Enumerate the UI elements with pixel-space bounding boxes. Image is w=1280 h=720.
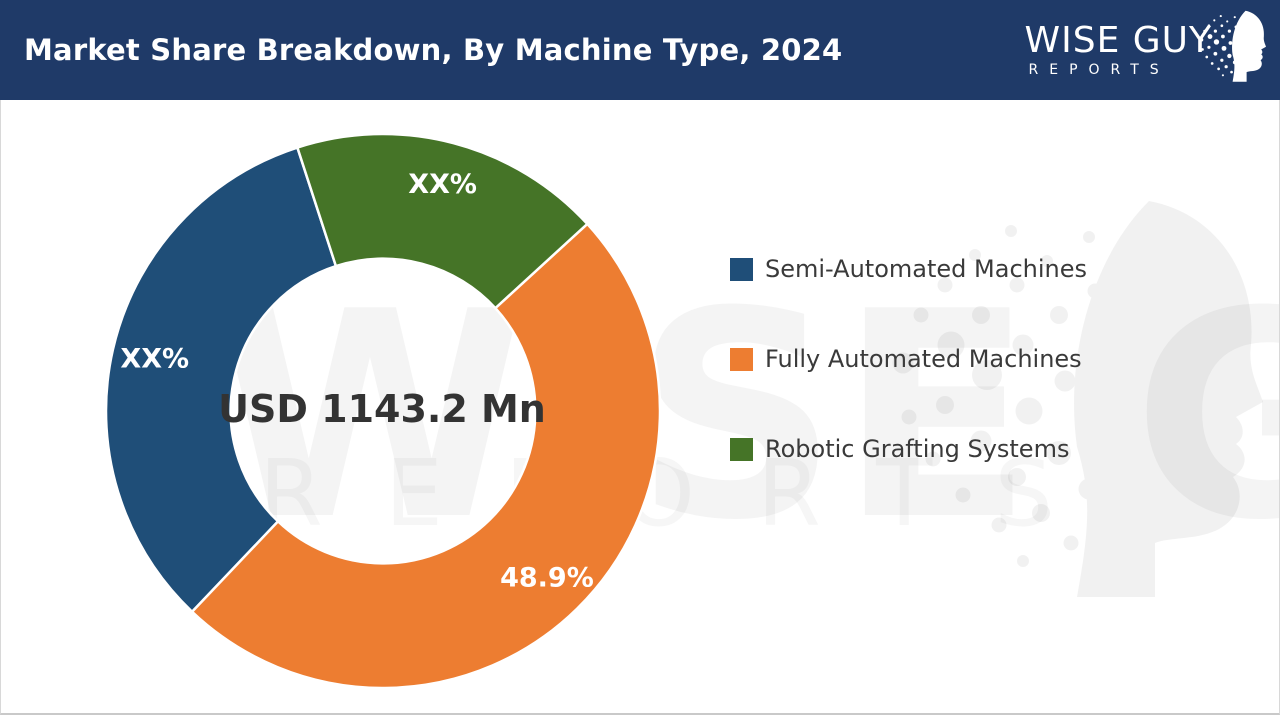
wiseguy-face-icon: [1196, 9, 1266, 91]
slice-percentage-label: 48.9%: [500, 563, 594, 594]
slice-percentage-label: XX%: [408, 169, 477, 200]
legend-swatch-icon: [730, 257, 753, 281]
wiseguy-logo: WISE GUY REPORTS: [1025, 9, 1267, 91]
donut-chart-svg: XX% 48.9% XX%: [104, 132, 662, 690]
legend: Semi-Automated Machines Fully Automated …: [730, 256, 1087, 526]
chart-area: WISE GUY REPORTS XX%48.9%XX% USD 1143.2 …: [0, 100, 1280, 715]
legend-swatch-icon: [730, 347, 753, 371]
legend-label: Robotic Grafting Systems: [765, 435, 1070, 463]
page-title: Market Share Breakdown, By Machine Type,…: [24, 33, 843, 67]
legend-label: Fully Automated Machines: [765, 345, 1082, 373]
donut-segment: [296, 132, 589, 310]
legend-item-semi-automated: Semi-Automated Machines: [730, 256, 1087, 282]
legend-item-fully-automated: Fully Automated Machines: [730, 346, 1087, 372]
legend-label: Semi-Automated Machines: [765, 255, 1087, 283]
header-bar: Market Share Breakdown, By Machine Type,…: [0, 0, 1280, 100]
legend-swatch-icon: [730, 437, 753, 461]
donut-center-value: USD 1143.2 Mn: [218, 387, 546, 431]
donut-chart: XX% 48.9% XX%: [83, 111, 683, 711]
wiseguy-logo-subtitle: REPORTS: [1028, 62, 1170, 78]
legend-item-robotic-grafting: Robotic Grafting Systems: [730, 436, 1087, 462]
slice-percentage-label: XX%: [120, 344, 189, 375]
wiseguy-logo-text: WISE GUY REPORTS: [1024, 20, 1213, 78]
donut-segment: [190, 222, 662, 690]
donut-segment: [104, 146, 338, 613]
wiseguy-logo-name: WISE GUY: [1024, 20, 1212, 61]
